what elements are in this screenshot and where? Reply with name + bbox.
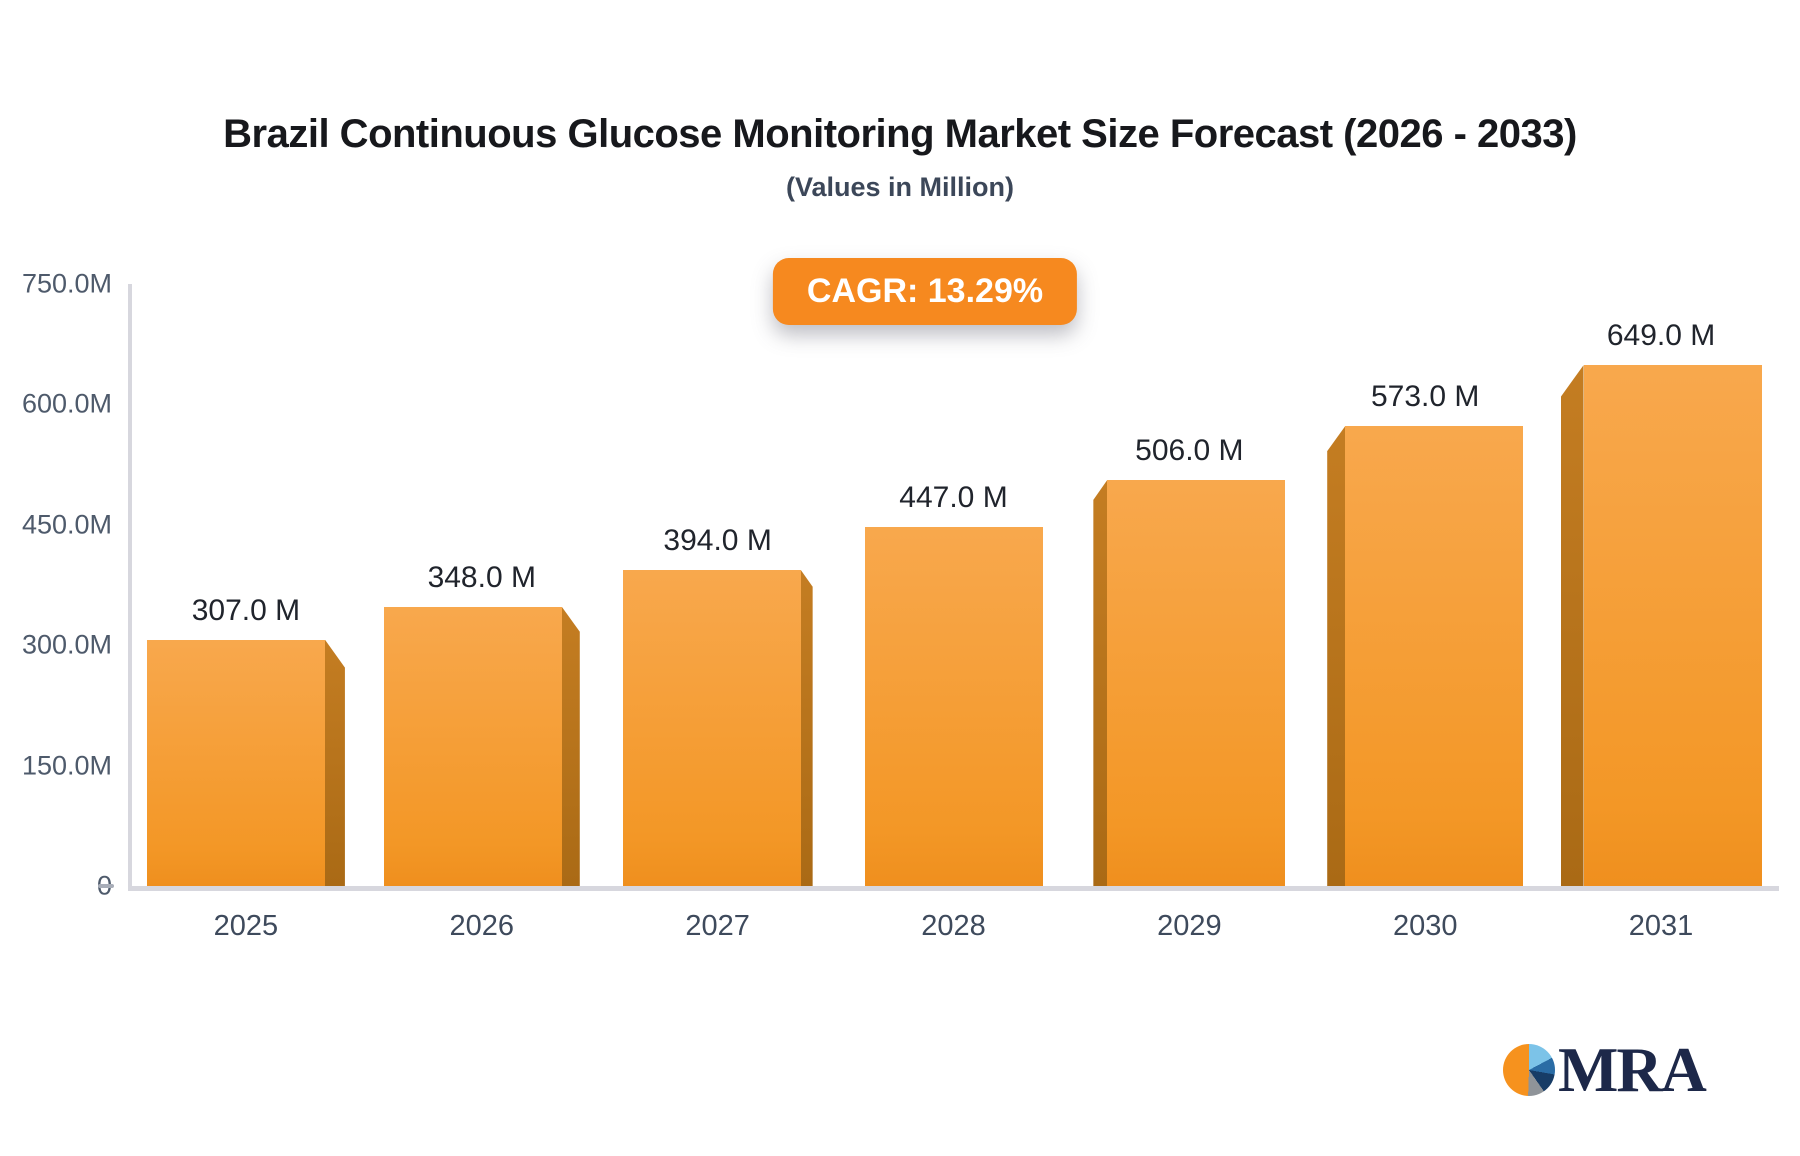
bar-face: [1345, 426, 1524, 886]
mra-pie-logo-icon: [1503, 1044, 1555, 1096]
x-axis-tick-label: 2027: [685, 910, 750, 942]
bar-side-3d: [1560, 365, 1584, 886]
bar-value-label: 348.0 M: [427, 560, 536, 594]
bar-side-3d: [1093, 479, 1108, 886]
x-axis-tick-label: 2026: [449, 910, 515, 942]
bar-2026: [383, 606, 580, 886]
bar-value-label: 394.0 M: [663, 523, 772, 557]
x-axis-tick-label: 2031: [1628, 910, 1694, 942]
bar-value-label: 506.0 M: [1135, 433, 1244, 467]
x-axis-tick-label: 2030: [1392, 910, 1458, 942]
x-axis-line: [128, 886, 1779, 891]
zero-tick-mark: [98, 884, 114, 888]
mra-logo-text: MRA: [1558, 1034, 1707, 1105]
y-axis-tick-label: 750.0M: [21, 268, 112, 299]
mra-logo: MRA: [1503, 1034, 1707, 1105]
bar-2028: [864, 527, 1043, 886]
y-axis-tick-label: 450.0M: [21, 509, 112, 540]
x-axis-tick-label: 2028: [921, 910, 986, 942]
y-axis-line: [128, 284, 132, 891]
x-axis-tick-label: 2029: [1157, 910, 1222, 942]
chart-subtitle: (Values in Million): [785, 172, 1015, 202]
y-axis-tick-label: 300.0M: [21, 629, 112, 660]
bar-value-label: 307.0 M: [191, 593, 301, 627]
x-axis-tick-label: 2025: [213, 910, 279, 942]
bar-face: [1107, 479, 1286, 886]
bar-2031: [1560, 365, 1762, 886]
bar-side-3d: [324, 639, 345, 886]
bar-side-3d: [1327, 426, 1346, 886]
y-axis-tick-label: 600.0M: [21, 388, 112, 419]
bar-face: [864, 527, 1043, 886]
bar-2027: [622, 569, 813, 886]
bar-value-label: 573.0 M: [1371, 380, 1480, 414]
cagr-badge: CAGR: 13.29%: [772, 258, 1078, 325]
bar-value-label: 649.0 M: [1606, 319, 1716, 353]
bar-face: [146, 639, 325, 886]
chart-title: Brazil Continuous Glucose Monitoring Mar…: [223, 112, 1577, 156]
bar-2029: [1093, 479, 1286, 886]
bar-face: [622, 569, 801, 886]
bar-face: [1583, 365, 1762, 886]
bar-face: [383, 606, 562, 886]
bar-value-label: 447.0 M: [899, 481, 1008, 515]
bar-2025: [146, 639, 345, 886]
bar-side-3d: [800, 569, 813, 886]
y-axis-tick-label: 150.0M: [21, 750, 112, 781]
bar-2030: [1327, 426, 1524, 886]
bar-side-3d: [561, 606, 580, 886]
